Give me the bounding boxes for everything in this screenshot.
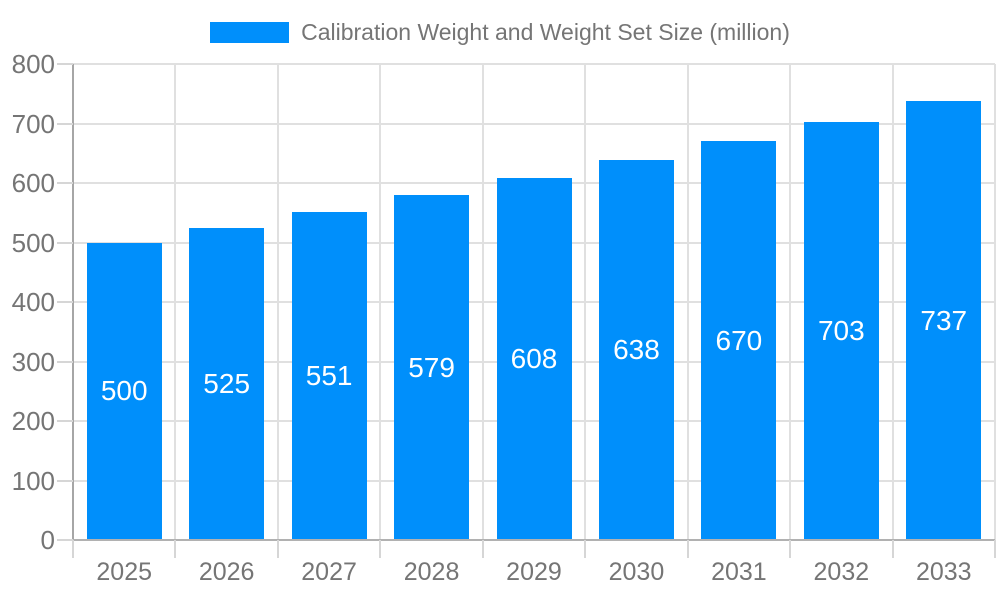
x-axis-tick	[584, 540, 587, 558]
bar-value-label: 500	[100, 375, 148, 407]
y-axis-tick	[57, 301, 73, 303]
x-axis-tick	[174, 540, 177, 558]
gridline-horizontal	[73, 63, 995, 65]
x-axis-tick	[994, 540, 996, 558]
y-axis-tick	[57, 539, 73, 541]
y-tick-label: 300	[11, 346, 55, 377]
x-axis-tick	[276, 540, 279, 558]
y-tick-label: 800	[11, 49, 55, 79]
y-tick-label: 100	[11, 465, 55, 496]
bar[interactable]	[496, 178, 572, 540]
bar-value-label: 638	[613, 334, 660, 366]
legend-label: Calibration Weight and Weight Set Size (…	[301, 19, 790, 45]
gridline-vertical	[276, 64, 279, 540]
bar[interactable]	[906, 101, 982, 540]
gridline-horizontal	[73, 122, 995, 125]
x-tick-label: 2029	[506, 558, 562, 586]
bar[interactable]	[291, 212, 367, 540]
gridline-vertical	[686, 64, 689, 540]
y-axis-tick	[57, 420, 73, 422]
x-axis-tick	[891, 540, 894, 558]
x-tick-label: 2026	[198, 558, 255, 586]
legend-swatch-icon	[210, 21, 290, 43]
x-tick-label: 2025	[96, 558, 153, 586]
gridline-vertical	[994, 64, 996, 540]
bar[interactable]	[189, 227, 265, 540]
y-tick-label: 400	[11, 287, 55, 317]
bar-value-label: 670	[715, 324, 763, 356]
gridline-vertical	[481, 64, 484, 540]
gridline-vertical	[789, 64, 792, 540]
y-axis-tick	[57, 182, 73, 184]
x-axis-line	[73, 539, 995, 541]
gridline-vertical	[584, 64, 587, 540]
y-tick-label: 500	[11, 227, 55, 258]
legend[interactable]: Calibration Weight and Weight Set Size (…	[0, 20, 1000, 44]
y-tick-label: 700	[11, 108, 55, 139]
bar-value-label: 737	[920, 304, 968, 336]
y-axis-line	[72, 64, 74, 540]
bar-value-label: 551	[305, 360, 353, 392]
x-tick-label: 2032	[813, 558, 870, 586]
gridline-vertical	[891, 64, 894, 540]
bar[interactable]	[394, 195, 470, 540]
y-axis-tick	[57, 63, 73, 65]
y-axis-tick	[57, 479, 73, 482]
bar-value-label: 579	[408, 351, 455, 383]
x-axis-tick	[686, 540, 689, 558]
x-tick-label: 2033	[915, 558, 972, 586]
x-axis-tick	[481, 540, 484, 558]
bar[interactable]	[701, 141, 777, 540]
x-axis-tick	[379, 540, 382, 558]
y-axis-tick	[57, 360, 73, 363]
bar[interactable]	[803, 121, 879, 540]
y-axis-tick	[57, 122, 73, 125]
bar-value-label: 525	[203, 367, 251, 399]
x-tick-label: 2031	[711, 558, 767, 586]
x-axis-tick	[789, 540, 792, 558]
x-tick-label: 2027	[301, 558, 357, 586]
bar[interactable]	[598, 160, 674, 540]
x-tick-label: 2030	[608, 558, 665, 586]
y-axis-tick	[57, 241, 73, 244]
gridline-vertical	[174, 64, 177, 540]
y-tick-label: 200	[11, 406, 55, 436]
bar[interactable]	[86, 242, 162, 540]
y-tick-label: 0	[40, 525, 55, 555]
gridline-vertical	[379, 64, 382, 540]
x-axis-tick	[72, 540, 74, 558]
y-tick-label: 600	[11, 168, 55, 198]
bar-value-label: 703	[817, 314, 865, 346]
bar-value-label: 608	[510, 343, 558, 375]
x-tick-label: 2028	[403, 558, 460, 586]
